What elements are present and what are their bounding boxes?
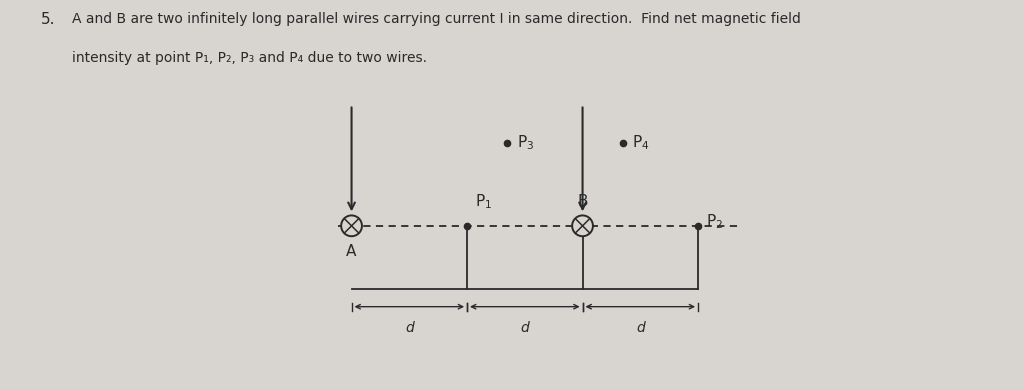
Text: A: A	[346, 244, 356, 259]
Text: A and B are two infinitely long parallel wires carrying current I in same direct: A and B are two infinitely long parallel…	[72, 12, 801, 26]
Text: d: d	[404, 321, 414, 335]
Circle shape	[341, 215, 361, 236]
Text: P$_2$: P$_2$	[707, 212, 723, 230]
Text: P$_4$: P$_4$	[632, 133, 649, 152]
Text: B: B	[578, 193, 588, 209]
Text: P$_1$: P$_1$	[475, 192, 493, 211]
Text: 5.: 5.	[41, 12, 55, 27]
Text: d: d	[520, 321, 529, 335]
Text: intensity at point P₁, P₂, P₃ and P₄ due to two wires.: intensity at point P₁, P₂, P₃ and P₄ due…	[72, 51, 427, 65]
Circle shape	[572, 215, 593, 236]
Text: P$_3$: P$_3$	[517, 133, 534, 152]
Text: d: d	[636, 321, 645, 335]
